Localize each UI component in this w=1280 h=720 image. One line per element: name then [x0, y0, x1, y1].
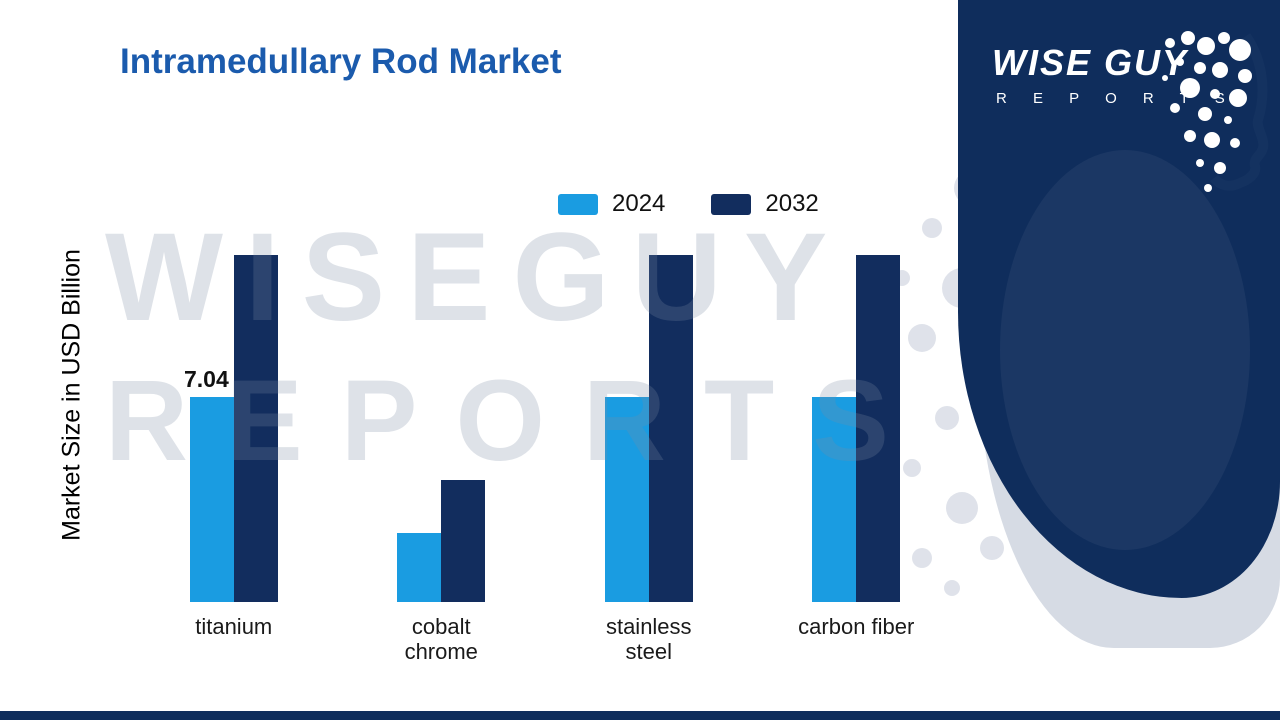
bar-2032-stainless-steel — [648, 255, 693, 602]
bar-pair-carbon-fiber — [812, 252, 901, 602]
plot-area: 7.04 titanium cobalt chrome stainless steel… — [130, 252, 961, 664]
legend-label-2032: 2032 — [765, 190, 819, 217]
bar-group-carbon-fiber: carbon fiber — [753, 252, 961, 639]
bar-2032-cobalt-chrome — [441, 480, 486, 602]
legend-swatch-2024 — [558, 193, 598, 215]
bar-value-label-titanium: 7.04 — [183, 365, 229, 392]
head-shade — [1000, 150, 1250, 550]
legend-label-2024: 2024 — [612, 190, 666, 217]
bar-2024-stainless-steel — [604, 396, 649, 602]
footer-bar — [0, 711, 1280, 720]
bar-pair-stainless-steel — [604, 252, 693, 602]
bar-group-titanium: 7.04 titanium — [130, 252, 338, 639]
bar-group-cobalt-chrome: cobalt chrome — [338, 252, 546, 664]
bar-2032-carbon-fiber — [856, 255, 901, 602]
bar-group-stainless-steel: stainless steel — [545, 252, 753, 664]
bar-pair-cobalt-chrome — [397, 252, 486, 602]
bar-pair-titanium: 7.04 — [184, 252, 278, 602]
bar-2024-carbon-fiber — [812, 396, 857, 602]
category-label-titanium: titanium — [195, 614, 273, 639]
category-label-carbon-fiber: carbon fiber — [798, 614, 915, 639]
legend-item-2024: 2024 — [558, 190, 665, 218]
logo-subtitle: R E P O R T S — [996, 90, 1236, 107]
wiseguy-logo: WISE GUY R E P O R T S — [968, 28, 1270, 228]
legend-swatch-2032 — [711, 193, 752, 215]
category-label-stainless-steel: stainless steel — [605, 614, 692, 665]
category-label-cobalt-chrome: cobalt chrome — [404, 614, 478, 665]
logo-dot-head-icon — [1162, 31, 1269, 192]
chart-legend: 2024 2032 — [558, 190, 819, 218]
bar-2032-titanium — [233, 255, 278, 602]
logo-wordmark: WISE GUY — [992, 42, 1189, 83]
bar-2024-titanium: 7.04 — [184, 366, 234, 602]
legend-item-2032: 2032 — [711, 190, 819, 218]
bar-2024-cobalt-chrome — [397, 533, 442, 602]
brand-corner-panel — [958, 0, 1280, 598]
y-axis-label: Market Size in USD Billion — [57, 249, 86, 541]
page-title: Intramedullary Rod Market — [120, 42, 562, 81]
